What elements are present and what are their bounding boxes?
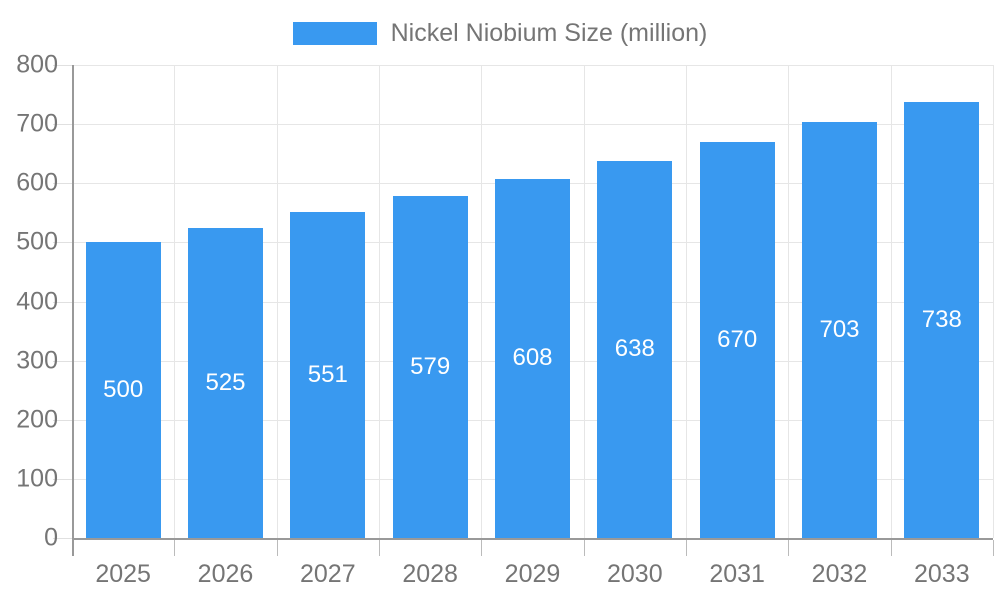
y-tick-label: 200 [16, 405, 58, 434]
y-axis-line [72, 65, 74, 556]
x-axis-tick [481, 540, 483, 556]
x-axis-tick [686, 540, 687, 556]
x-tick-label: 2028 [402, 560, 458, 588]
vertical-gridline [788, 65, 790, 538]
x-axis-line [72, 538, 993, 540]
legend-label: Nickel Niobium Size (million) [390, 19, 708, 47]
x-axis-tick [276, 540, 278, 556]
y-axis-tick [53, 301, 72, 303]
y-tick-label: 400 [16, 287, 58, 315]
horizontal-gridline [72, 65, 993, 66]
x-axis-tick [788, 540, 790, 556]
y-tick-label: 100 [16, 464, 58, 493]
vertical-gridline [379, 65, 380, 538]
x-axis-tick [379, 540, 380, 556]
y-axis-tick [53, 183, 72, 185]
y-axis-tick [53, 538, 72, 539]
x-tick-label: 2029 [504, 560, 561, 588]
vertical-gridline [686, 65, 687, 538]
y-tick-label: 600 [16, 168, 58, 197]
y-tick-label: 300 [16, 346, 58, 375]
y-tick-label: 0 [44, 523, 58, 552]
y-tick-label: 700 [16, 109, 58, 138]
y-axis-tick [53, 242, 72, 244]
bar[interactable] [802, 122, 877, 538]
x-tick-label: 2033 [914, 560, 970, 588]
y-axis-tick [53, 124, 72, 126]
vertical-gridline [993, 65, 994, 538]
horizontal-gridline [72, 124, 993, 126]
y-axis-tick [53, 478, 72, 480]
x-axis-tick [583, 540, 585, 556]
y-axis-tick [53, 360, 72, 362]
vertical-gridline [890, 65, 892, 538]
x-tick-label: 2026 [197, 560, 254, 588]
bar[interactable] [597, 160, 673, 538]
x-axis-tick [993, 540, 994, 556]
bar[interactable] [495, 178, 570, 538]
vertical-gridline [481, 65, 483, 538]
y-axis-tick [53, 419, 72, 421]
legend[interactable]: Nickel Niobium Size (million) [0, 19, 1000, 48]
vertical-gridline [583, 65, 585, 538]
bar[interactable] [290, 212, 366, 538]
bar[interactable] [85, 242, 161, 538]
bar[interactable] [188, 227, 263, 538]
legend-swatch-icon [292, 22, 377, 45]
y-tick-label: 800 [16, 50, 58, 79]
vertical-gridline [276, 65, 278, 538]
y-axis-tick [53, 65, 72, 66]
x-tick-label: 2030 [607, 560, 663, 588]
x-axis-tick [890, 540, 892, 556]
x-tick-label: 2025 [95, 560, 151, 588]
x-tick-label: 2032 [811, 560, 868, 588]
bar[interactable] [904, 101, 980, 538]
vertical-gridline [174, 65, 176, 538]
bar[interactable] [392, 195, 468, 538]
x-axis-tick [174, 540, 176, 556]
x-tick-label: 2031 [709, 560, 765, 588]
bar[interactable] [699, 141, 775, 538]
x-tick-label: 2027 [300, 560, 356, 588]
y-tick-label: 500 [16, 227, 58, 256]
